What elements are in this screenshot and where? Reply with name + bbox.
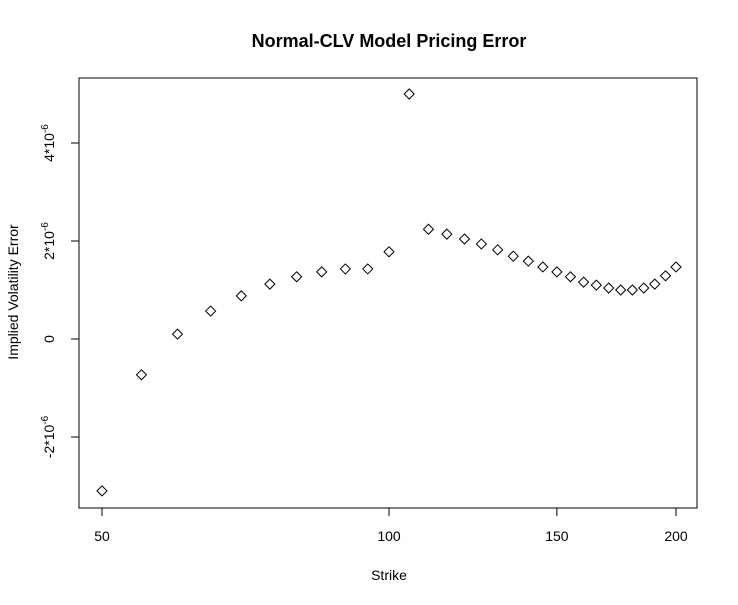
y-tick-label: 2*10-6 <box>40 222 57 260</box>
x-tick-label: 100 <box>377 528 401 544</box>
x-tick-label: 150 <box>545 528 569 544</box>
data-point <box>235 290 248 302</box>
data-point <box>564 271 577 283</box>
data-point <box>590 279 603 291</box>
data-point <box>615 284 627 296</box>
data-point <box>441 228 453 240</box>
data-point <box>204 305 217 317</box>
data-point <box>638 282 650 294</box>
data-point <box>362 263 374 275</box>
x-tick-label: 200 <box>664 528 688 544</box>
x-tick-label: 50 <box>94 528 110 544</box>
data-point <box>659 270 672 282</box>
data-point <box>522 255 535 267</box>
data-point <box>649 278 661 290</box>
data-point <box>316 266 328 278</box>
y-tick-label: 0 <box>41 335 57 343</box>
y-axis-label: Implied Volatility Error <box>5 224 21 360</box>
data-point <box>491 244 504 256</box>
data-point <box>475 238 488 250</box>
data-point <box>577 276 590 288</box>
chart-title: Normal-CLV Model Pricing Error <box>252 31 527 51</box>
data-point <box>135 369 148 381</box>
data-point <box>458 233 471 245</box>
data-point <box>670 261 682 273</box>
data-point <box>290 271 303 283</box>
y-axis: -2*10-6 0 2*10-6 4*10-6 <box>40 124 80 458</box>
x-axis: 50 100 150 200 <box>94 507 688 544</box>
data-point <box>264 278 276 290</box>
y-tick-label: -2*10-6 <box>40 415 57 458</box>
x-axis-label: Strike <box>371 567 407 583</box>
data-point <box>422 223 435 235</box>
data-point <box>507 250 519 262</box>
data-point <box>603 282 615 294</box>
data-point <box>383 246 395 258</box>
plot-frame <box>78 77 698 509</box>
data-point <box>96 485 108 497</box>
data-point <box>537 261 549 273</box>
data-point <box>626 284 639 296</box>
data-point <box>551 266 563 278</box>
data-point <box>171 328 184 340</box>
data-point <box>339 263 352 275</box>
y-tick-label: 4*10-6 <box>40 124 57 162</box>
data-point <box>403 88 415 100</box>
data-points <box>96 88 682 497</box>
